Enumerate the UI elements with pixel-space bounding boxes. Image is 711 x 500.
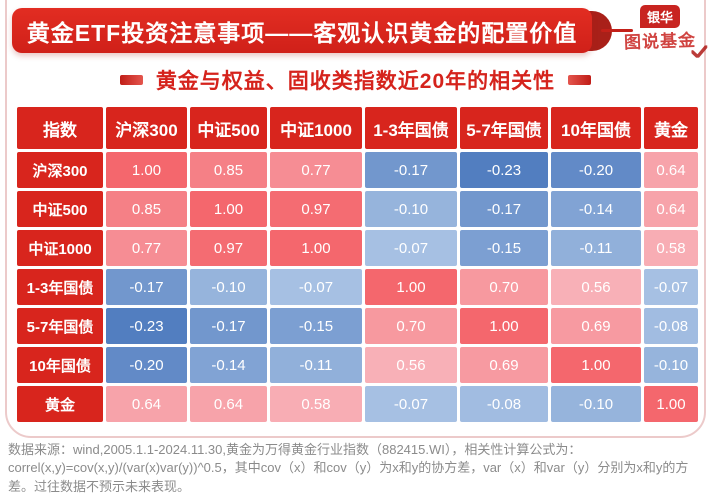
correlation-table-area: 指数 沪深300 中证500 中证1000 1-3年国债 5-7年国债 10年国债 黄金 沪深… (14, 104, 701, 425)
checkmark-icon (690, 42, 708, 59)
table-header: 指数 沪深300 中证500 中证1000 1-3年国债 5-7年国债 10年国债 黄金 (17, 107, 698, 149)
table-row: 1-3年国债 -0.17 -0.10 -0.07 1.00 0.70 0.56 -0.07 (17, 269, 698, 305)
matrix-cell: 0.70 (365, 308, 457, 344)
matrix-cell: 0.69 (460, 347, 548, 383)
matrix-cell: 0.58 (644, 230, 698, 266)
matrix-cell: 0.97 (270, 191, 362, 227)
matrix-cell: 1.00 (644, 386, 698, 422)
logo-name-text: 图说基金 (623, 30, 697, 53)
matrix-cell: 1.00 (365, 269, 457, 305)
matrix-cell: 0.85 (106, 191, 187, 227)
matrix-cell: 1.00 (551, 347, 641, 383)
column-header-cell: 1-3年国债 (365, 107, 457, 149)
corner-header-cell: 指数 (17, 107, 103, 149)
column-header-cell: 沪深300 (106, 107, 187, 149)
matrix-cell: -0.10 (644, 347, 698, 383)
matrix-cell: 0.58 (270, 386, 362, 422)
matrix-cell: -0.08 (644, 308, 698, 344)
matrix-cell: 0.56 (551, 269, 641, 305)
data-source-note: 数据来源：wind,2005.1.1-2024.11.30,黄金为万得黄金行业指… (8, 442, 689, 494)
matrix-cell: -0.20 (551, 152, 641, 188)
matrix-cell: -0.17 (365, 152, 457, 188)
matrix-cell: 0.64 (644, 152, 698, 188)
table-row: 沪深300 1.00 0.85 0.77 -0.17 -0.23 -0.20 0.64 (17, 152, 698, 188)
table-row: 黄金 0.64 0.64 0.58 -0.07 -0.08 -0.10 1.00 (17, 386, 698, 422)
matrix-cell: 1.00 (106, 152, 187, 188)
matrix-cell: -0.15 (270, 308, 362, 344)
logo-badge: 银华 (639, 5, 680, 28)
column-header-cell: 10年国债 (551, 107, 641, 149)
matrix-cell: 0.77 (270, 152, 362, 188)
row-header-cell: 黄金 (17, 386, 103, 422)
row-header-cell: 1-3年国债 (17, 269, 103, 305)
banner-connector-line (601, 29, 633, 32)
row-header-cell: 5-7年国债 (17, 308, 103, 344)
matrix-cell: 0.56 (365, 347, 457, 383)
matrix-cell: 1.00 (190, 191, 267, 227)
matrix-cell: 1.00 (270, 230, 362, 266)
row-header-cell: 中证1000 (17, 230, 103, 266)
matrix-cell: 1.00 (460, 308, 548, 344)
matrix-cell: -0.14 (551, 191, 641, 227)
matrix-cell: -0.11 (270, 347, 362, 383)
matrix-cell: 0.97 (190, 230, 267, 266)
matrix-cell: -0.17 (106, 269, 187, 305)
table-row: 中证500 0.85 1.00 0.97 -0.10 -0.17 -0.14 0.64 (17, 191, 698, 227)
matrix-cell: -0.20 (106, 347, 187, 383)
subtitle-left-dash-icon (119, 75, 143, 85)
matrix-cell: 0.64 (190, 386, 267, 422)
matrix-cell: 0.64 (106, 386, 187, 422)
column-header-cell: 黄金 (644, 107, 698, 149)
row-header-cell: 10年国债 (17, 347, 103, 383)
matrix-cell: -0.23 (460, 152, 548, 188)
column-header-cell: 中证500 (190, 107, 267, 149)
column-header-cell: 中证1000 (270, 107, 362, 149)
brand-logo: 银华 图说基金 (617, 5, 708, 59)
matrix-cell: 0.64 (644, 191, 698, 227)
header-row: 指数 沪深300 中证500 中证1000 1-3年国债 5-7年国债 10年国债 黄金 (17, 107, 698, 149)
table-row: 10年国债 -0.20 -0.14 -0.11 0.56 0.69 1.00 -0.10 (17, 347, 698, 383)
row-header-cell: 中证500 (17, 191, 103, 227)
matrix-cell: -0.07 (365, 230, 457, 266)
page-title: 黄金ETF投资注意事项——客观认识黄金的配置价值 (26, 19, 578, 46)
content-frame (5, 0, 706, 438)
table-row: 中证1000 0.77 0.97 1.00 -0.07 -0.15 -0.11 0.58 (17, 230, 698, 266)
logo-name: 图说基金 (617, 26, 708, 59)
row-header-cell: 沪深300 (17, 152, 103, 188)
correlation-table: 指数 沪深300 中证500 中证1000 1-3年国债 5-7年国债 10年国债 黄金 沪深… (14, 104, 701, 425)
matrix-cell: -0.15 (460, 230, 548, 266)
matrix-cell: -0.10 (551, 386, 641, 422)
matrix-cell: -0.07 (644, 269, 698, 305)
chart-title: 黄金与权益、固收类指数近20年的相关性 (155, 70, 556, 93)
matrix-cell: -0.17 (190, 308, 267, 344)
matrix-cell: -0.10 (365, 191, 457, 227)
subtitle-right-dash-icon (568, 75, 592, 85)
table-row: 5-7年国债 -0.23 -0.17 -0.15 0.70 1.00 0.69 -0.08 (17, 308, 698, 344)
matrix-cell: -0.14 (190, 347, 267, 383)
chart-subtitle-row: 黄金与权益、固收类指数近20年的相关性 (0, 63, 711, 97)
table-body: 沪深300 1.00 0.85 0.77 -0.17 -0.23 -0.20 0.64 中证50… (17, 152, 698, 422)
matrix-cell: 0.77 (106, 230, 187, 266)
matrix-cell: -0.17 (460, 191, 548, 227)
matrix-cell: -0.23 (106, 308, 187, 344)
matrix-cell: -0.07 (365, 386, 457, 422)
matrix-cell: -0.07 (270, 269, 362, 305)
matrix-cell: -0.10 (190, 269, 267, 305)
matrix-cell: -0.11 (551, 230, 641, 266)
matrix-cell: -0.08 (460, 386, 548, 422)
matrix-cell: 0.69 (551, 308, 641, 344)
matrix-cell: 0.70 (460, 269, 548, 305)
column-header-cell: 5-7年国债 (460, 107, 548, 149)
header-banner: 黄金ETF投资注意事项——客观认识黄金的配置价值 (12, 8, 592, 53)
matrix-cell: 0.85 (190, 152, 267, 188)
